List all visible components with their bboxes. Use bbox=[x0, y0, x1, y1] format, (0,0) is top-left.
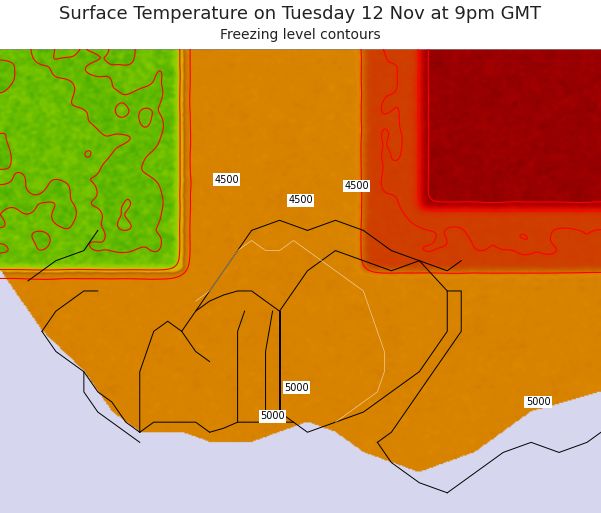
Text: 5000: 5000 bbox=[284, 383, 309, 393]
Text: 5000: 5000 bbox=[526, 397, 551, 407]
Text: 4500: 4500 bbox=[288, 195, 313, 205]
Text: 5000: 5000 bbox=[260, 411, 285, 421]
Text: 4500: 4500 bbox=[344, 181, 369, 191]
Text: Surface Temperature on Tuesday 12 Nov at 9pm GMT: Surface Temperature on Tuesday 12 Nov at… bbox=[59, 5, 542, 23]
Text: 4500: 4500 bbox=[214, 175, 239, 185]
Text: Freezing level contours: Freezing level contours bbox=[220, 28, 381, 42]
